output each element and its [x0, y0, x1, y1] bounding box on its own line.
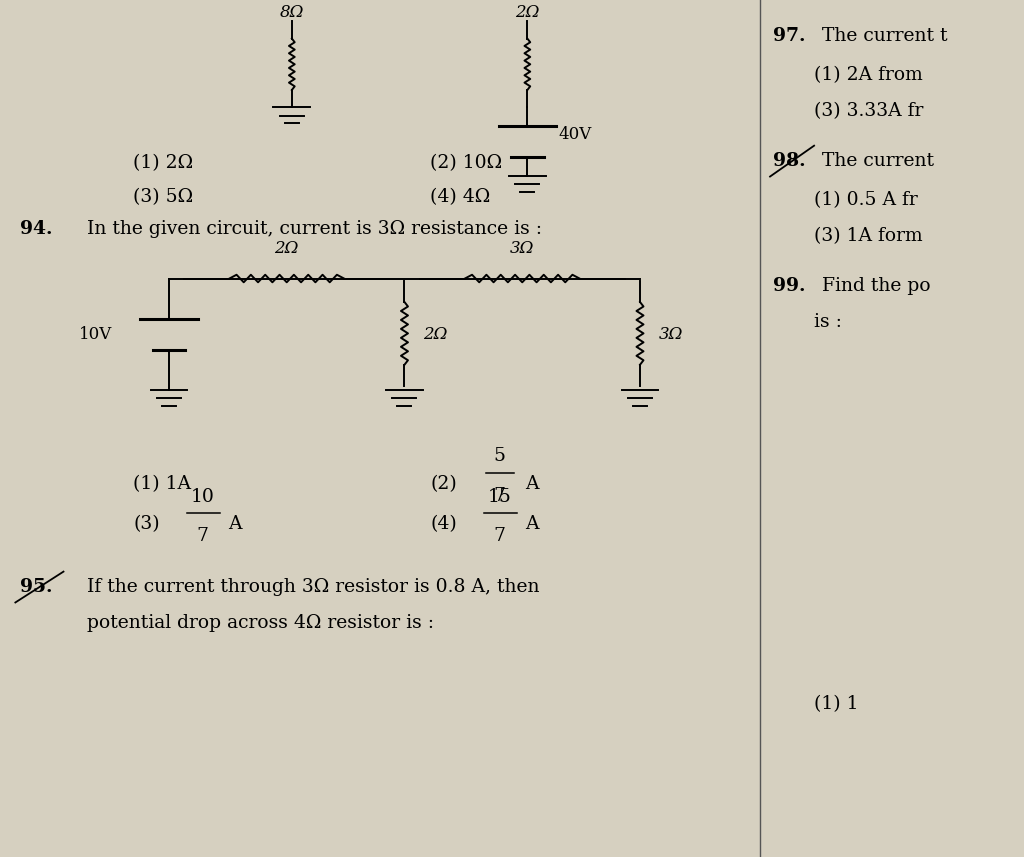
Text: (4): (4): [430, 515, 457, 534]
Text: 7: 7: [494, 527, 506, 545]
Text: 7: 7: [494, 487, 506, 505]
Text: A: A: [525, 475, 539, 494]
Text: 40V: 40V: [558, 126, 591, 143]
Text: 2Ω: 2Ω: [423, 326, 447, 343]
Text: The current: The current: [822, 152, 934, 171]
Text: 95.: 95.: [20, 578, 53, 596]
Text: Find the po: Find the po: [822, 277, 931, 296]
Text: 3Ω: 3Ω: [658, 326, 683, 343]
Text: 7: 7: [197, 527, 209, 545]
Text: is :: is :: [814, 313, 842, 332]
Text: 10V: 10V: [80, 326, 113, 343]
Text: The current t: The current t: [822, 27, 948, 45]
Text: A: A: [228, 515, 242, 534]
Text: (1) 0.5 A fr: (1) 0.5 A fr: [814, 191, 918, 210]
Text: 15: 15: [487, 488, 512, 506]
Text: (4) 4Ω: (4) 4Ω: [430, 188, 490, 207]
Text: potential drop across 4Ω resistor is :: potential drop across 4Ω resistor is :: [87, 614, 434, 632]
Text: (1) 1: (1) 1: [814, 695, 858, 714]
Text: 3Ω: 3Ω: [510, 240, 535, 257]
Text: In the given circuit, current is 3Ω resistance is :: In the given circuit, current is 3Ω resi…: [87, 219, 542, 238]
Text: 99.: 99.: [773, 277, 806, 296]
Text: 5: 5: [494, 447, 506, 465]
Text: 10: 10: [190, 488, 215, 506]
Text: (3) 5Ω: (3) 5Ω: [133, 188, 194, 207]
Text: 2Ω: 2Ω: [515, 4, 540, 21]
Text: (3) 3.33A fr: (3) 3.33A fr: [814, 102, 924, 121]
Text: (1) 2A from: (1) 2A from: [814, 66, 923, 85]
Text: 97.: 97.: [773, 27, 806, 45]
Text: 98.: 98.: [773, 152, 806, 171]
Text: (1) 2Ω: (1) 2Ω: [133, 153, 194, 172]
Text: (3) 1A form: (3) 1A form: [814, 227, 923, 246]
Text: A: A: [525, 515, 539, 534]
Text: (1) 1A: (1) 1A: [133, 475, 191, 494]
Text: 2Ω: 2Ω: [274, 240, 299, 257]
Text: (2) 10Ω: (2) 10Ω: [430, 153, 502, 172]
Text: If the current through 3Ω resistor is 0.8 A, then: If the current through 3Ω resistor is 0.…: [87, 578, 540, 596]
Text: (3): (3): [133, 515, 160, 534]
Text: (2): (2): [430, 475, 457, 494]
Text: 8Ω: 8Ω: [280, 4, 304, 21]
Text: 94.: 94.: [20, 219, 53, 238]
